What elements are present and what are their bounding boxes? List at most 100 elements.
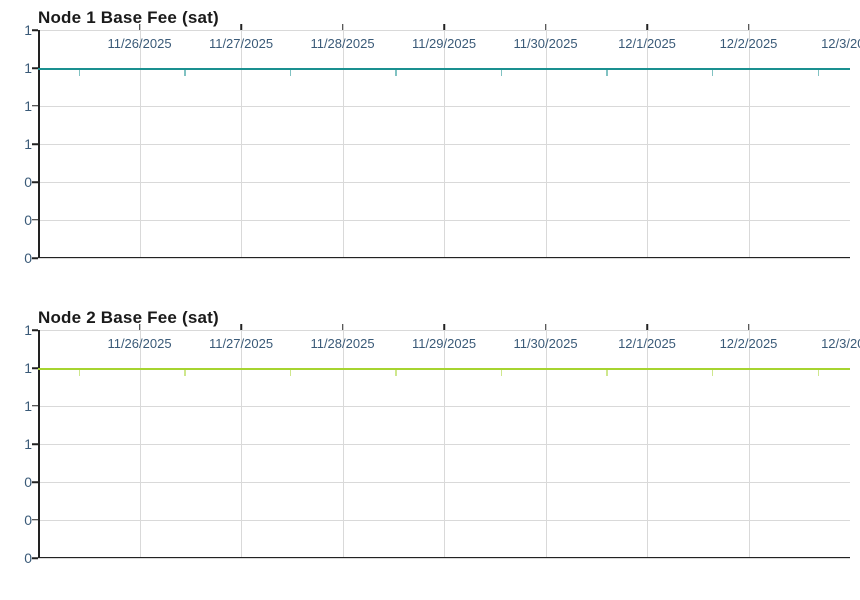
x-tick-mark <box>342 324 344 330</box>
x-axis-wrap: 11/26/2025 11/27/2025 11/28/2025 11/29/2… <box>38 330 850 356</box>
x-tick-mark <box>646 24 648 30</box>
vgridline <box>343 330 344 558</box>
vgridline <box>749 330 750 558</box>
x-axis-wrap: 11/26/2025 11/27/2025 11/28/2025 11/29/2… <box>38 30 850 56</box>
chart-block-node1: Node 1 Base Fee (sat) 1 1 1 <box>0 0 860 300</box>
chart-title-node1: Node 1 Base Fee (sat) <box>38 8 860 28</box>
y-tick-label: 1 <box>12 136 32 152</box>
y-tick-label: 0 <box>12 512 32 528</box>
y-tick-mark <box>32 219 38 221</box>
data-marker <box>79 368 81 376</box>
x-tick-label: 12/2/2025 <box>720 336 778 351</box>
y-tick-label: 1 <box>12 360 32 376</box>
x-axis-line <box>38 257 850 259</box>
data-marker <box>712 368 714 376</box>
y-tick-mark <box>32 443 38 445</box>
data-marker <box>818 368 820 376</box>
y-tick-mark <box>32 257 38 259</box>
plot-area-node1[interactable]: 1 1 1 1 0 0 0 11/26 <box>38 30 850 258</box>
x-tick-label: 11/26/2025 <box>107 36 171 51</box>
y-tick-mark <box>32 557 38 559</box>
y-axis-line <box>38 30 40 258</box>
y-tick-label: 1 <box>12 322 32 338</box>
chart-block-node2: Node 2 Base Fee (sat) 1 1 1 1 <box>0 300 860 600</box>
x-tick-label: 11/29/2025 <box>412 36 476 51</box>
data-marker <box>79 68 81 76</box>
y-tick-mark <box>32 519 38 521</box>
x-tick-label: 12/1/2025 <box>618 336 676 351</box>
data-marker <box>395 368 397 376</box>
gridline <box>38 258 850 259</box>
y-axis-line <box>38 330 40 558</box>
data-marker <box>712 68 714 76</box>
x-tick-label: 12/1/2025 <box>618 36 676 51</box>
y-tick-label: 1 <box>12 398 32 414</box>
y-tick-mark <box>32 405 38 407</box>
y-tick-label: 1 <box>12 436 32 452</box>
vgridline <box>546 30 547 258</box>
data-marker <box>184 368 186 376</box>
x-tick-mark <box>342 24 344 30</box>
y-tick-mark <box>32 105 38 107</box>
vgridline <box>140 330 141 558</box>
vgridline <box>749 30 750 258</box>
x-tick-mark <box>443 324 445 330</box>
y-tick-mark <box>32 143 38 145</box>
vgridline <box>241 30 242 258</box>
chart-title-node2: Node 2 Base Fee (sat) <box>38 308 860 328</box>
vgridline <box>546 330 547 558</box>
dashboard-page: Node 1 Base Fee (sat) 1 1 1 <box>0 0 860 600</box>
x-tick-mark <box>646 324 648 330</box>
x-tick-label: 11/30/2025 <box>513 36 577 51</box>
y-tick-label: 1 <box>12 98 32 114</box>
y-tick-label: 1 <box>12 60 32 76</box>
data-marker <box>606 368 608 376</box>
x-tick-mark <box>139 24 141 30</box>
vgridline <box>444 330 445 558</box>
y-tick-mark <box>32 481 38 483</box>
y-tick-mark <box>32 181 38 183</box>
x-tick-mark <box>240 324 242 330</box>
y-tick-label: 0 <box>12 212 32 228</box>
vgridline <box>140 30 141 258</box>
x-tick-mark <box>748 24 750 30</box>
y-tick-label: 0 <box>12 474 32 490</box>
x-tick-label: 12/3/2025 <box>821 36 860 51</box>
vgridline <box>647 330 648 558</box>
x-tick-mark <box>545 24 547 30</box>
x-tick-mark <box>545 324 547 330</box>
data-marker <box>290 368 292 376</box>
x-tick-label: 12/2/2025 <box>720 36 778 51</box>
y-tick-label: 1 <box>12 22 32 38</box>
vgridline <box>343 30 344 258</box>
data-line-node2[interactable] <box>38 368 850 370</box>
data-marker <box>184 68 186 76</box>
x-tick-label: 12/3/2025 <box>821 336 860 351</box>
data-marker <box>606 68 608 76</box>
x-tick-mark <box>748 324 750 330</box>
data-marker <box>501 68 503 76</box>
data-marker <box>290 68 292 76</box>
y-tick-label: 0 <box>12 174 32 190</box>
x-tick-label: 11/28/2025 <box>310 36 374 51</box>
data-line-node1[interactable] <box>38 68 850 70</box>
x-tick-label: 11/29/2025 <box>412 336 476 351</box>
x-tick-mark <box>240 24 242 30</box>
x-axis-line <box>38 557 850 559</box>
x-tick-label: 11/30/2025 <box>513 336 577 351</box>
data-marker <box>501 368 503 376</box>
vgridline <box>647 30 648 258</box>
data-marker <box>395 68 397 76</box>
plot-area-node2[interactable]: 1 1 1 1 0 0 0 11/26/2025 <box>38 330 850 558</box>
vgridline <box>241 330 242 558</box>
data-marker <box>818 68 820 76</box>
x-tick-mark <box>443 24 445 30</box>
x-tick-label: 11/27/2025 <box>209 336 273 351</box>
gridline <box>38 558 850 559</box>
x-tick-label: 11/26/2025 <box>107 336 171 351</box>
x-tick-label: 11/27/2025 <box>209 36 273 51</box>
y-tick-label: 0 <box>12 250 32 266</box>
x-tick-mark <box>139 324 141 330</box>
x-tick-label: 11/28/2025 <box>310 336 374 351</box>
vgridline <box>444 30 445 258</box>
